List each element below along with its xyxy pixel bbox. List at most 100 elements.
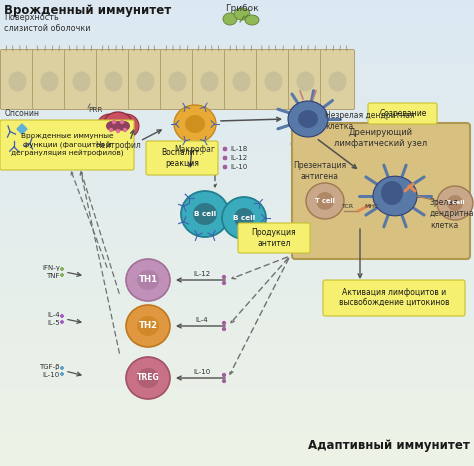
FancyArrowPatch shape	[318, 140, 356, 168]
FancyArrowPatch shape	[177, 376, 225, 380]
Ellipse shape	[126, 357, 170, 399]
Circle shape	[222, 146, 228, 152]
FancyBboxPatch shape	[146, 141, 218, 175]
Ellipse shape	[9, 71, 27, 91]
Text: Врожденный иммунитет: Врожденный иммунитет	[4, 4, 171, 17]
Circle shape	[60, 314, 64, 318]
Ellipse shape	[137, 71, 155, 91]
FancyArrowPatch shape	[177, 278, 225, 282]
FancyBboxPatch shape	[238, 223, 310, 253]
Text: Макрофаг: Макрофаг	[174, 145, 216, 155]
Text: Созревание: Созревание	[379, 109, 427, 117]
FancyBboxPatch shape	[289, 49, 322, 110]
Text: Нейтрофил: Нейтрофил	[95, 142, 141, 151]
Ellipse shape	[328, 71, 346, 91]
Ellipse shape	[233, 71, 250, 91]
FancyBboxPatch shape	[161, 49, 194, 110]
Text: Дренирующий
лимфатический узел: Дренирующий лимфатический узел	[334, 128, 428, 148]
Circle shape	[221, 378, 227, 384]
FancyBboxPatch shape	[0, 49, 35, 110]
FancyBboxPatch shape	[33, 49, 66, 110]
Text: TH1: TH1	[138, 275, 157, 285]
Ellipse shape	[201, 71, 219, 91]
Circle shape	[116, 129, 120, 133]
Text: T cell: T cell	[446, 200, 464, 206]
Ellipse shape	[264, 71, 283, 91]
FancyArrowPatch shape	[71, 172, 107, 267]
Circle shape	[112, 120, 116, 124]
FancyArrowPatch shape	[68, 372, 81, 376]
Text: IL-18: IL-18	[230, 146, 247, 152]
Ellipse shape	[234, 208, 254, 228]
Ellipse shape	[112, 121, 124, 131]
FancyArrowPatch shape	[231, 258, 288, 323]
FancyArrowPatch shape	[221, 117, 281, 121]
Text: PRR: PRR	[88, 107, 102, 113]
Ellipse shape	[137, 316, 159, 336]
Ellipse shape	[373, 176, 417, 216]
Polygon shape	[17, 124, 27, 134]
Ellipse shape	[137, 270, 159, 290]
Ellipse shape	[234, 8, 250, 20]
Text: TCR: TCR	[342, 204, 354, 209]
Text: B cell: B cell	[233, 215, 255, 221]
Ellipse shape	[288, 101, 328, 137]
FancyBboxPatch shape	[256, 49, 291, 110]
FancyBboxPatch shape	[368, 103, 437, 124]
Ellipse shape	[106, 121, 118, 131]
Text: Зрелая
дендритная
клетка: Зрелая дендритная клетка	[430, 199, 474, 230]
Ellipse shape	[181, 191, 229, 237]
Ellipse shape	[185, 115, 205, 133]
Circle shape	[221, 327, 227, 331]
Text: MHC: MHC	[365, 204, 379, 209]
Text: IL-10: IL-10	[230, 164, 247, 170]
Ellipse shape	[40, 71, 58, 91]
Text: IL-4: IL-4	[196, 317, 208, 323]
FancyBboxPatch shape	[64, 49, 99, 110]
Text: TH2: TH2	[138, 322, 157, 330]
Circle shape	[221, 372, 227, 377]
Circle shape	[120, 120, 124, 124]
Circle shape	[60, 320, 64, 324]
FancyArrowPatch shape	[143, 130, 161, 140]
FancyBboxPatch shape	[128, 49, 163, 110]
Ellipse shape	[126, 305, 170, 347]
Circle shape	[221, 321, 227, 325]
FancyArrowPatch shape	[68, 273, 81, 276]
FancyArrowPatch shape	[81, 172, 119, 294]
Circle shape	[222, 155, 228, 161]
Text: Адаптивный иммунитет: Адаптивный иммунитет	[308, 439, 470, 452]
Text: Врожденные иммунные
функции (фагоцитоз и
дегрануляция нейтрофилов): Врожденные иммунные функции (фагоцитоз и…	[11, 133, 123, 157]
Ellipse shape	[316, 192, 334, 210]
Ellipse shape	[447, 195, 463, 211]
Text: IL-12: IL-12	[193, 271, 210, 277]
FancyBboxPatch shape	[0, 120, 134, 170]
Ellipse shape	[168, 71, 186, 91]
Text: Продукция
антител: Продукция антител	[252, 228, 296, 248]
Ellipse shape	[118, 121, 130, 131]
Ellipse shape	[174, 105, 216, 143]
FancyBboxPatch shape	[323, 280, 465, 316]
Ellipse shape	[298, 110, 318, 128]
FancyArrowPatch shape	[358, 229, 362, 278]
FancyBboxPatch shape	[225, 49, 258, 110]
Ellipse shape	[97, 114, 123, 138]
Text: T cell: T cell	[315, 198, 335, 204]
FancyBboxPatch shape	[192, 49, 227, 110]
FancyArrowPatch shape	[177, 324, 225, 328]
Text: Воспалит.
реакция: Воспалит. реакция	[162, 148, 202, 168]
FancyArrowPatch shape	[214, 176, 217, 187]
FancyArrowPatch shape	[232, 257, 287, 279]
Ellipse shape	[193, 203, 217, 225]
Ellipse shape	[126, 259, 170, 301]
Text: Незрелая дендритная
клетка: Незрелая дендритная клетка	[325, 111, 415, 131]
Ellipse shape	[245, 15, 259, 25]
Ellipse shape	[103, 112, 133, 140]
Circle shape	[221, 274, 227, 280]
Text: Активация лимфоцитов и
высвобождение цитокинов: Активация лимфоцитов и высвобождение цит…	[339, 288, 449, 308]
Circle shape	[109, 128, 113, 132]
Circle shape	[60, 273, 64, 277]
Text: Поверхность
слизистой оболочки: Поверхность слизистой оболочки	[4, 13, 91, 33]
Text: TGF-β
IL-10: TGF-β IL-10	[39, 364, 60, 378]
FancyArrowPatch shape	[130, 130, 134, 138]
